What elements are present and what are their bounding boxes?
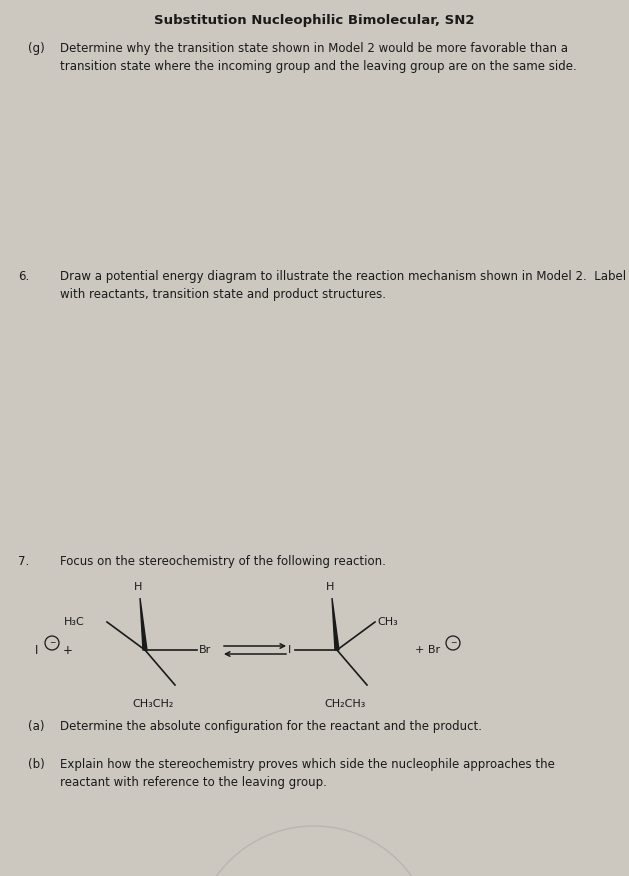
Text: Determine the absolute configuration for the reactant and the product.: Determine the absolute configuration for… [60,720,482,733]
Text: +: + [63,644,73,656]
Text: I: I [287,645,291,655]
Text: 7.: 7. [18,555,30,568]
Polygon shape [140,598,147,650]
Text: H₃C: H₃C [64,617,85,627]
Text: CH₃: CH₃ [377,617,398,627]
Text: (g): (g) [28,42,45,55]
Text: Substitution Nucleophilic Bimolecular, SN2: Substitution Nucleophilic Bimolecular, S… [153,14,474,27]
Text: (b): (b) [28,758,45,771]
Text: (a): (a) [28,720,45,733]
Text: Draw a potential energy diagram to illustrate the reaction mechanism shown in Mo: Draw a potential energy diagram to illus… [60,270,626,301]
Text: I: I [35,644,38,656]
Text: Br: Br [199,645,211,655]
Text: H: H [134,582,142,592]
Text: CH₃CH₂: CH₃CH₂ [132,699,174,709]
Text: + Br: + Br [415,645,440,655]
Text: CH₂CH₃: CH₂CH₃ [325,699,365,709]
Text: Explain how the stereochemistry proves which side the nucleophile approaches the: Explain how the stereochemistry proves w… [60,758,555,789]
Text: −: − [49,639,55,647]
Text: 6.: 6. [18,270,30,283]
Polygon shape [332,598,339,650]
Text: Determine why the transition state shown in Model 2 would be more favorable than: Determine why the transition state shown… [60,42,577,73]
Text: Focus on the stereochemistry of the following reaction.: Focus on the stereochemistry of the foll… [60,555,386,568]
Text: −: − [450,639,456,647]
Text: H: H [326,582,334,592]
